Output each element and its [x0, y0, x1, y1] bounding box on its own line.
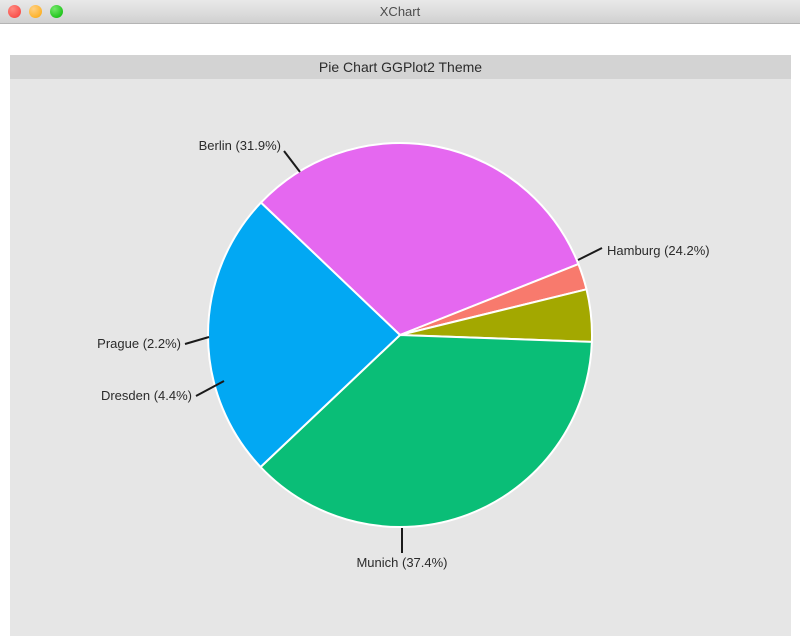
leader-line-prague: [184, 336, 210, 345]
maximize-button-icon[interactable]: [50, 5, 63, 18]
pie-label-hamburg: Hamburg (24.2%): [607, 243, 710, 258]
pie-slice-hamburg[interactable]: [206, 201, 402, 469]
pie-slices: [206, 142, 593, 528]
close-button-icon[interactable]: [8, 5, 21, 18]
leader-line-dresden: [195, 380, 225, 397]
window-controls: [8, 5, 63, 18]
pie-slice-labels: Berlin (31.9%) Hamburg (24.2%) Munich (3…: [97, 138, 709, 570]
pie-label-berlin: Berlin (31.9%): [199, 138, 281, 153]
chart-canvas: Pie Chart GGPlot2 Theme Berlin (31.9%) H…: [0, 24, 800, 636]
pie-label-dresden: Dresden (4.4%): [101, 388, 192, 403]
pie-leader-lines: [184, 150, 603, 553]
window-title: XChart: [379, 4, 421, 19]
minimize-button-icon[interactable]: [29, 5, 42, 18]
chart-title-band: [10, 55, 791, 79]
pie-label-munich: Munich (37.4%): [356, 555, 447, 570]
pie-slice-munich[interactable]: [259, 333, 593, 528]
leader-line-hamburg: [577, 247, 603, 261]
title-bar[interactable]: XChart: [0, 0, 800, 24]
leader-line-berlin: [283, 150, 301, 173]
chart-title: Pie Chart GGPlot2 Theme: [318, 59, 483, 75]
pie-label-prague: Prague (2.2%): [97, 336, 181, 351]
pie-chart: Berlin (31.9%) Hamburg (24.2%) Munich (3…: [97, 138, 709, 570]
